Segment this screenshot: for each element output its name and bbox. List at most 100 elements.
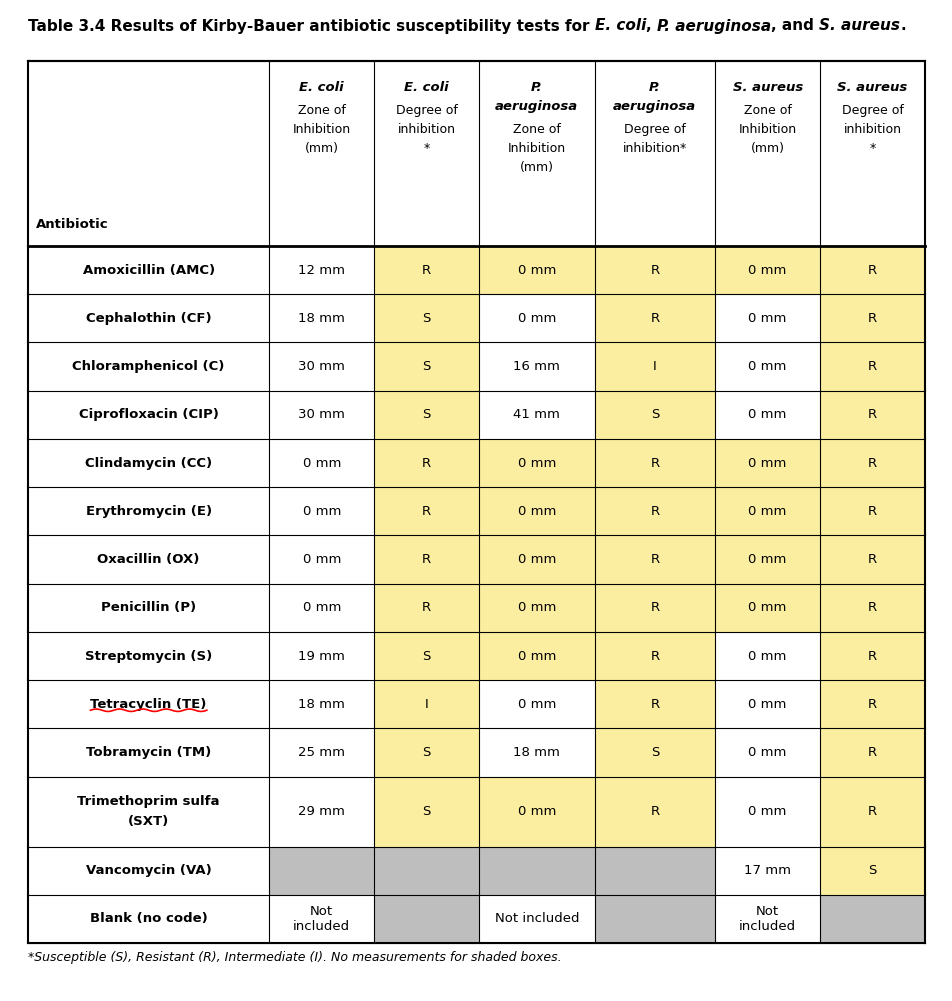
Text: Table 3.4 Results of Kirby-Bauer antibiotic susceptibility tests for: Table 3.4 Results of Kirby-Bauer antibio… <box>28 18 594 33</box>
Text: R: R <box>649 698 659 711</box>
Bar <box>28 584 269 632</box>
Text: E. coli: E. coli <box>594 18 645 33</box>
Text: 0 mm: 0 mm <box>747 312 786 325</box>
Text: R: R <box>867 408 876 421</box>
Text: Ciprofloxacin (CIP): Ciprofloxacin (CIP) <box>79 408 218 421</box>
Bar <box>269 246 374 294</box>
Text: R: R <box>422 263 430 276</box>
Text: *Susceptible (S), Resistant (R), Intermediate (I). No measurements for shaded bo: *Susceptible (S), Resistant (R), Interme… <box>28 951 561 964</box>
Text: Zone of: Zone of <box>743 104 791 117</box>
Text: Tetracyclin (TE): Tetracyclin (TE) <box>90 698 207 711</box>
Text: 0 mm: 0 mm <box>747 746 786 759</box>
Bar <box>28 390 269 439</box>
Bar <box>479 439 594 487</box>
Bar <box>479 895 594 943</box>
Text: Zone of: Zone of <box>512 123 560 136</box>
Bar <box>479 246 594 294</box>
Text: Degree of: Degree of <box>624 123 685 136</box>
Text: Tobramycin (TM): Tobramycin (TM) <box>86 746 211 759</box>
Bar <box>820 439 924 487</box>
Bar <box>594 536 714 584</box>
Bar <box>714 729 820 777</box>
Text: S: S <box>422 312 430 325</box>
Text: Vancomycin (VA): Vancomycin (VA) <box>86 864 211 877</box>
Bar <box>714 584 820 632</box>
Text: R: R <box>867 505 876 518</box>
Text: (mm): (mm) <box>519 161 553 174</box>
Text: 0 mm: 0 mm <box>302 505 341 518</box>
Bar <box>594 342 714 390</box>
Bar <box>479 536 594 584</box>
Text: R: R <box>867 805 876 818</box>
Bar <box>820 777 924 847</box>
Bar <box>28 536 269 584</box>
Bar <box>269 584 374 632</box>
Text: S: S <box>422 360 430 373</box>
Bar <box>479 390 594 439</box>
Text: ,: , <box>645 18 656 33</box>
Bar <box>479 584 594 632</box>
Text: 0 mm: 0 mm <box>517 456 555 469</box>
Text: S: S <box>422 408 430 421</box>
Bar <box>479 847 594 895</box>
Text: 0 mm: 0 mm <box>517 553 555 566</box>
Text: Antibiotic: Antibiotic <box>36 217 109 230</box>
Bar <box>28 632 269 680</box>
Text: Cephalothin (CF): Cephalothin (CF) <box>86 312 211 325</box>
Bar <box>714 632 820 680</box>
Bar <box>479 632 594 680</box>
Text: 0 mm: 0 mm <box>747 698 786 711</box>
Bar <box>479 61 594 246</box>
Bar <box>269 536 374 584</box>
Text: I: I <box>652 360 656 373</box>
Text: (mm): (mm) <box>305 142 338 155</box>
Bar <box>479 777 594 847</box>
Bar <box>714 536 820 584</box>
Bar <box>594 680 714 729</box>
Text: Inhibition: Inhibition <box>507 142 565 155</box>
Bar <box>594 895 714 943</box>
Bar <box>269 342 374 390</box>
Text: S. aureus: S. aureus <box>837 81 906 94</box>
Bar <box>820 584 924 632</box>
Text: S. aureus: S. aureus <box>819 18 900 33</box>
Text: P. aeruginosa: P. aeruginosa <box>656 18 770 33</box>
Text: 0 mm: 0 mm <box>747 408 786 421</box>
Bar <box>28 680 269 729</box>
Text: 12 mm: 12 mm <box>298 263 345 276</box>
Bar <box>714 246 820 294</box>
Bar <box>28 439 269 487</box>
Text: 0 mm: 0 mm <box>517 505 555 518</box>
Bar <box>820 729 924 777</box>
Bar <box>479 680 594 729</box>
Text: 30 mm: 30 mm <box>298 360 345 373</box>
Text: R: R <box>867 650 876 663</box>
Bar <box>28 246 269 294</box>
Text: 16 mm: 16 mm <box>513 360 560 373</box>
Text: 0 mm: 0 mm <box>747 263 786 276</box>
Text: Clindamycin (CC): Clindamycin (CC) <box>85 456 212 469</box>
Text: S: S <box>422 650 430 663</box>
Text: E. coli: E. coli <box>299 81 344 94</box>
Bar <box>594 61 714 246</box>
Text: 18 mm: 18 mm <box>298 312 345 325</box>
Bar <box>28 294 269 342</box>
Text: 0 mm: 0 mm <box>517 805 555 818</box>
Text: S: S <box>422 805 430 818</box>
Text: 25 mm: 25 mm <box>298 746 345 759</box>
Bar <box>374 246 479 294</box>
Bar <box>594 294 714 342</box>
Text: R: R <box>867 746 876 759</box>
Bar <box>594 487 714 536</box>
Bar <box>820 487 924 536</box>
Bar <box>374 680 479 729</box>
Bar <box>479 729 594 777</box>
Bar <box>820 847 924 895</box>
Bar <box>28 487 269 536</box>
Bar <box>714 294 820 342</box>
Bar <box>269 439 374 487</box>
Text: aeruginosa: aeruginosa <box>495 100 578 113</box>
Bar <box>594 439 714 487</box>
Text: Streptomycin (S): Streptomycin (S) <box>85 650 212 663</box>
Text: Amoxicillin (AMC): Amoxicillin (AMC) <box>83 263 214 276</box>
